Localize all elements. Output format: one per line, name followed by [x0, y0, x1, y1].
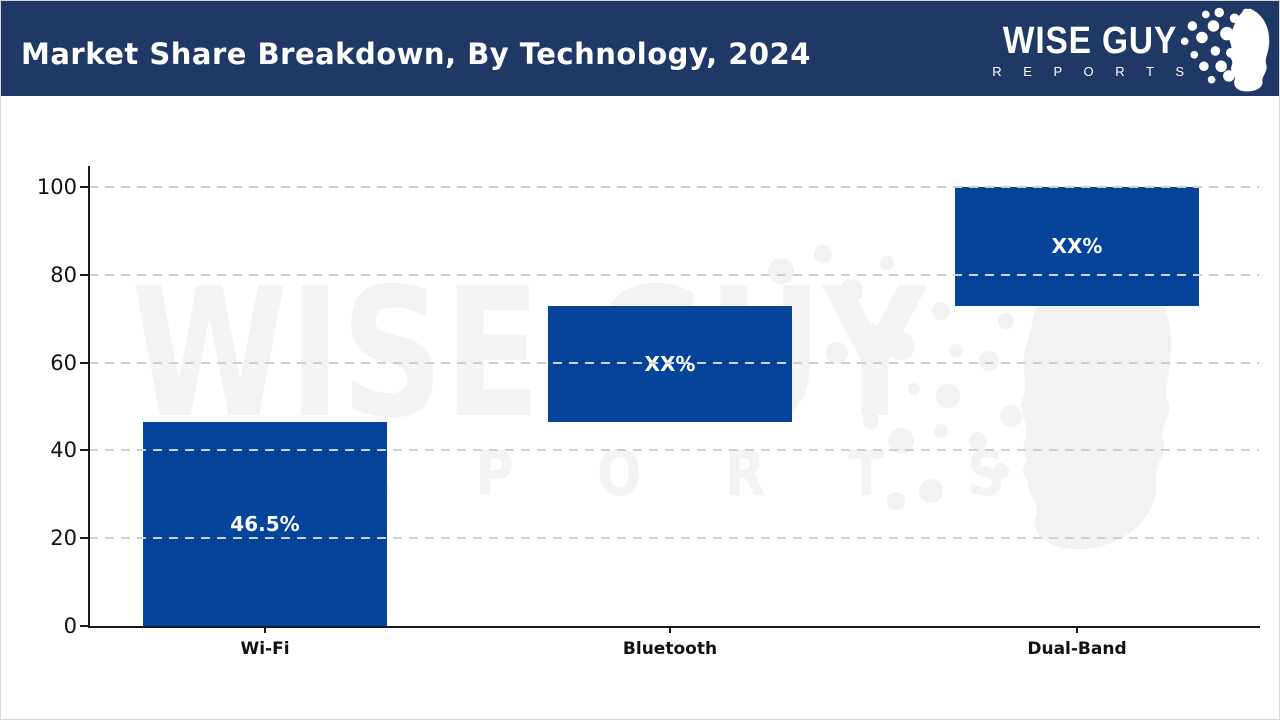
y-tick-60: [80, 361, 89, 364]
y-axis-line: [88, 166, 90, 628]
brand-subtitle: R E P O R T S: [992, 63, 1193, 79]
x-category-label-wi-fi: Wi-Fi: [240, 639, 290, 659]
x-category-label-dual-band: Dual-Band: [1027, 639, 1127, 659]
y-tick-20: [80, 537, 89, 540]
x-axis-line: [88, 626, 1260, 628]
y-tick-label-100: 100: [36, 175, 77, 199]
x-category-label-bluetooth: Bluetooth: [622, 639, 718, 659]
gridline-100: [89, 186, 1259, 188]
bar-wi-fi: 46.5%: [143, 421, 387, 626]
brand-name: WISE GUY: [1002, 19, 1177, 62]
y-tick-label-0: 0: [63, 614, 77, 638]
y-tick-label-20: 20: [50, 526, 77, 551]
gridline-40: [89, 449, 1259, 452]
x-tick-dual-band: [1076, 626, 1078, 633]
bar-value-label: 46.5%: [230, 511, 300, 536]
watermark-text-line1: WISE GUY: [131, 250, 927, 457]
y-tick-40: [80, 449, 89, 452]
gridline-20: [89, 537, 1259, 540]
gridline-60: [89, 361, 1259, 364]
bar-value-label: XX%: [1051, 234, 1103, 259]
y-tick-100: [80, 186, 89, 188]
y-tick-0: [80, 625, 89, 627]
y-tick-label-60: 60: [50, 350, 77, 375]
brand-face-profile: [1229, 8, 1270, 92]
brand-logo: WISE GUY R E P O R T S: [986, 3, 1273, 95]
brand-face-icon: [1180, 7, 1270, 92]
watermark-face-logo: [768, 238, 1172, 550]
gridline-80: [89, 273, 1259, 276]
bar-value-label: XX%: [644, 351, 696, 376]
bar-bluetooth: XX%: [548, 305, 792, 422]
brand-logo-text: WISE GUY R E P O R T S: [986, 20, 1193, 79]
x-tick-wi-fi: [264, 626, 266, 633]
watermark-face-profile: [1021, 238, 1172, 550]
y-tick-label-80: 80: [50, 262, 77, 287]
header-bar: Market Share Breakdown, By Technology, 2…: [1, 1, 1279, 96]
y-tick-label-40: 40: [50, 438, 77, 463]
y-tick-80: [80, 273, 89, 276]
bar-dual-band: XX%: [955, 187, 1199, 306]
chart-title: Market Share Breakdown, By Technology, 2…: [21, 37, 811, 71]
x-tick-bluetooth: [669, 626, 671, 633]
